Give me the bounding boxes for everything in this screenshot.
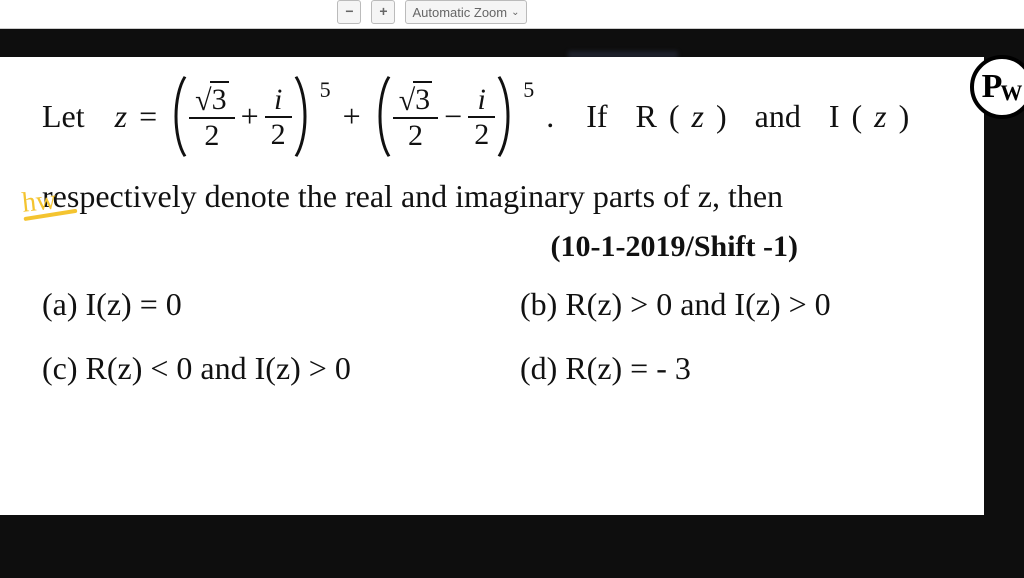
close-paren: ) (899, 92, 910, 142)
and-word: and (755, 92, 801, 142)
denominator: 2 (468, 118, 495, 151)
equals-sign: = (139, 92, 157, 142)
denominator: 2 (265, 118, 292, 151)
numerator-i: i (268, 83, 288, 116)
lead-word: Let (42, 92, 85, 142)
option-c[interactable]: (c) R(z) < 0 and I(z) > 0 (42, 344, 480, 394)
variable-z: z (874, 92, 886, 142)
paren-group-2: √ 3 2 − i 2 (373, 75, 516, 158)
badge-P: P (982, 68, 1003, 106)
question-body: Let z = √ 3 (42, 75, 958, 393)
zoom-in-button[interactable]: + (371, 0, 395, 24)
paren-group-1: √ 3 2 + i 2 (169, 75, 312, 158)
badge-W: W (1000, 80, 1022, 106)
handwritten-annotation: hw (20, 182, 77, 219)
zoom-out-button[interactable]: − (337, 0, 361, 24)
question-card: hw Let z = √ (0, 57, 984, 515)
close-paren: ) (716, 92, 727, 142)
option-d[interactable]: (d) R(z) = - 3 (520, 344, 958, 394)
variable-z: z (692, 92, 704, 142)
fraction-i-over-2: i 2 (265, 83, 292, 151)
plus-sign: + (343, 92, 361, 142)
fraction-i-over-2: i 2 (468, 83, 495, 151)
zoom-label: Automatic Zoom (412, 5, 507, 20)
fraction-sqrt3-over-2: √ 3 2 (393, 81, 438, 152)
options-grid: (a) I(z) = 0 (b) R(z) > 0 and I(z) > 0 (… (42, 280, 958, 393)
minus-sign: − (444, 92, 462, 142)
numerator-i: i (472, 83, 492, 116)
pdf-toolbar: − + Automatic Zoom ⌄ (0, 0, 944, 26)
question-line2: respectively denote the real and imagina… (42, 172, 958, 222)
left-paren-icon (373, 75, 393, 158)
left-paren-icon (169, 75, 189, 158)
denominator: 2 (402, 119, 429, 152)
option-a[interactable]: (a) I(z) = 0 (42, 280, 480, 330)
chevron-down-icon: ⌄ (511, 7, 519, 18)
sqrt-arg: 3 (413, 81, 432, 116)
exam-shift-label: (10-1-2019/Shift -1) (42, 224, 958, 271)
option-b[interactable]: (b) R(z) > 0 and I(z) > 0 (520, 280, 958, 330)
variable-z: z (115, 92, 127, 142)
document-viewer: hw Let z = √ (0, 29, 1024, 578)
zoom-select[interactable]: Automatic Zoom ⌄ (405, 0, 526, 24)
I-label: I (829, 92, 840, 142)
exponent-5: 5 (320, 73, 331, 107)
open-paren: ( (852, 92, 863, 142)
right-paren-icon (292, 75, 312, 158)
if-word: If (586, 92, 607, 142)
right-paren-icon (495, 75, 515, 158)
open-paren: ( (669, 92, 680, 142)
period: . (546, 92, 554, 142)
denominator: 2 (198, 119, 225, 152)
R-label: R (636, 92, 657, 142)
sqrt-arg: 3 (210, 81, 229, 116)
sqrt-icon: √ 3 (195, 81, 228, 116)
fraction-sqrt3-over-2: √ 3 2 (189, 81, 234, 152)
sqrt-icon: √ 3 (399, 81, 432, 116)
equation-row: Let z = √ 3 (42, 75, 958, 158)
exponent-5: 5 (523, 73, 534, 107)
plus-sign: + (241, 92, 259, 142)
